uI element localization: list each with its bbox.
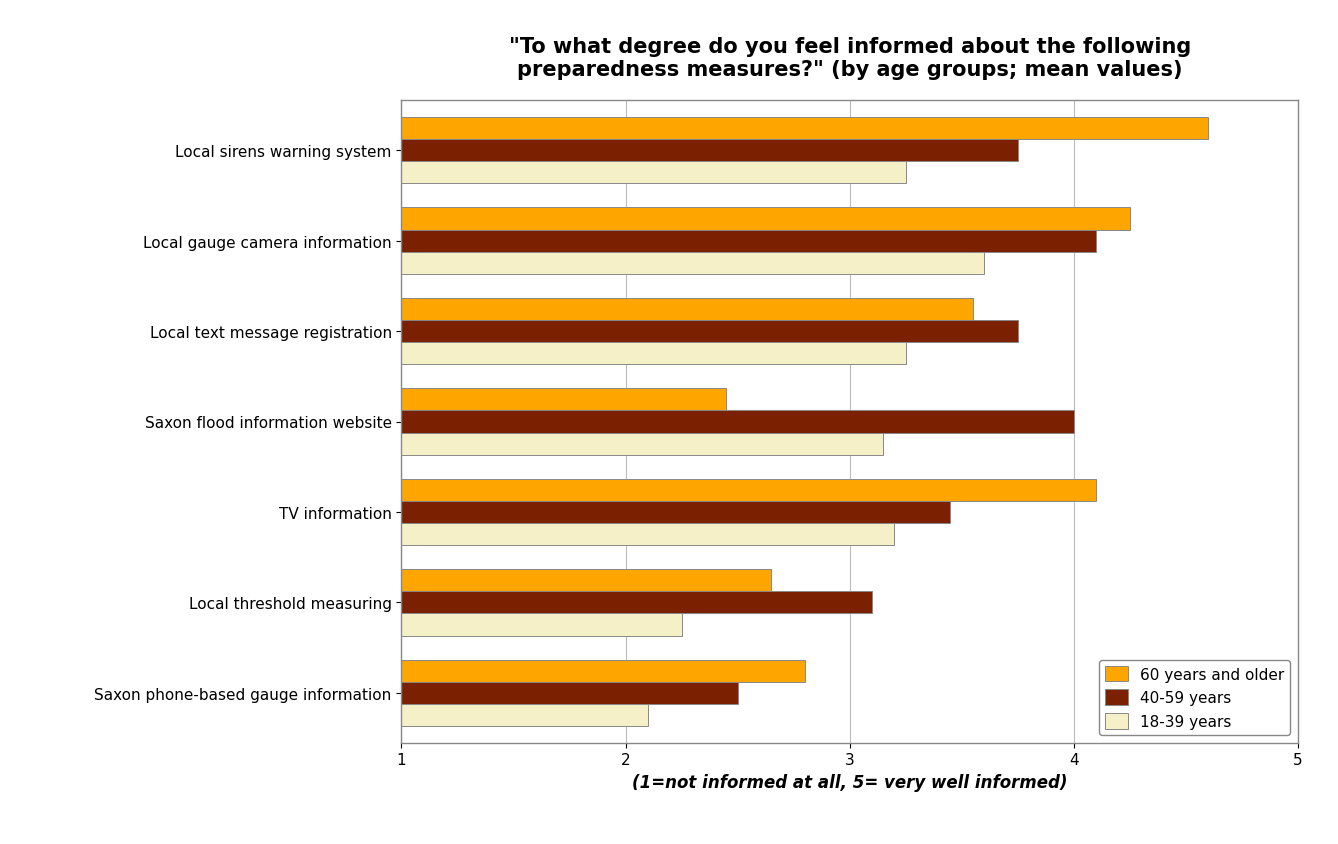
Bar [401, 660, 804, 682]
Legend: 60 years and older, 40-59 years, 18-39 years: 60 years and older, 40-59 years, 18-39 y… [1098, 660, 1290, 735]
Bar [401, 162, 906, 184]
Bar [401, 118, 1208, 140]
Bar [401, 411, 1073, 433]
X-axis label: (1=not informed at all, 5= very well informed): (1=not informed at all, 5= very well inf… [632, 773, 1068, 791]
Bar [401, 570, 771, 592]
Bar [401, 299, 973, 321]
Bar [401, 523, 894, 545]
Title: "To what degree do you feel informed about the following
preparedness measures?": "To what degree do you feel informed abo… [508, 37, 1191, 80]
Bar [401, 230, 1096, 252]
Bar [401, 479, 1096, 501]
Bar [401, 252, 983, 274]
Bar [401, 501, 950, 523]
Bar [401, 343, 906, 365]
Bar [401, 140, 1018, 162]
Bar [401, 682, 737, 704]
Bar [401, 704, 648, 726]
Bar [401, 433, 883, 455]
Bar [401, 614, 681, 636]
Bar [401, 389, 727, 411]
Bar [401, 592, 872, 614]
Bar [401, 208, 1129, 230]
Bar [401, 321, 1018, 343]
